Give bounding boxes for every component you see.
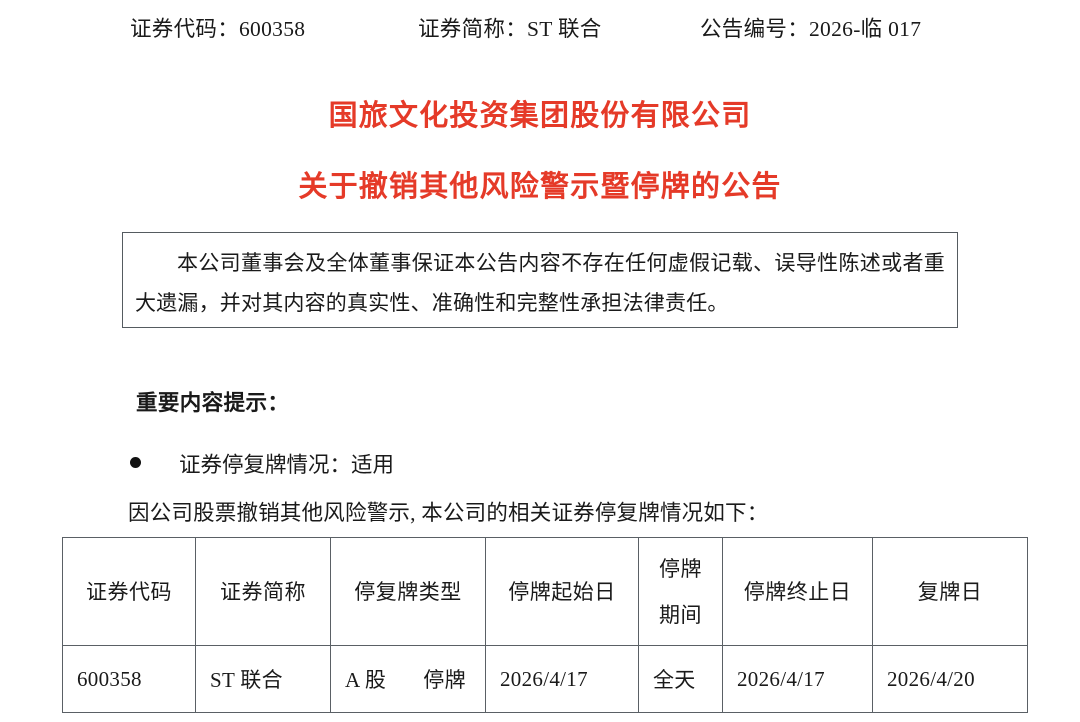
disclaimer-box: 本公司董事会及全体董事保证本公告内容不存在任何虚假记载、误导性陈述或者重大遗漏，… xyxy=(122,232,958,328)
cell-halt-type-market: A 股 xyxy=(345,668,387,692)
table-header-halt-period-line2: 期间 xyxy=(659,602,702,627)
halt-resume-table: 证券代码 证券简称 停复牌类型 停牌起始日 停牌 期间 停牌终止日 复牌日 60… xyxy=(62,537,1028,713)
table-header-halt-type: 停复牌类型 xyxy=(330,537,486,646)
table-row: 600358 ST 联合 A 股 停牌 2026/4/17 全天 2026/4/… xyxy=(62,645,1028,713)
cell-security-abbr: ST 联合 xyxy=(195,645,331,713)
table-header-security-code: 证券代码 xyxy=(62,537,196,646)
announcement-number-label: 公告编号：2026-临 017 xyxy=(700,16,922,41)
company-name-title: 国旅文化投资集团股份有限公司 xyxy=(328,98,752,132)
cell-security-code: 600358 xyxy=(62,645,196,713)
cell-resume-date: 2026/4/20 xyxy=(872,645,1028,713)
cell-halt-start-date: 2026/4/17 xyxy=(485,645,639,713)
cell-halt-period: 全天 xyxy=(638,645,723,713)
table-header-row: 证券代码 证券简称 停复牌类型 停牌起始日 停牌 期间 停牌终止日 复牌日 xyxy=(62,537,1028,646)
halt-status-label: 证券停复牌情况：适用 xyxy=(179,453,395,477)
table-header-security-abbr: 证券简称 xyxy=(195,537,331,646)
bullet-dot-icon xyxy=(130,457,141,468)
table-header-halt-end-date: 停牌终止日 xyxy=(722,537,873,646)
title-block: 国旅文化投资集团股份有限公司 关于撤销其他风险警示暨停牌的公告 xyxy=(0,95,1080,206)
cell-halt-type: A 股 停牌 xyxy=(330,645,486,713)
cell-halt-end-date: 2026/4/17 xyxy=(722,645,873,713)
table-header-resume-date: 复牌日 xyxy=(872,537,1028,646)
lead-paragraph: 因公司股票撤销其他风险警示, 本公司的相关证券停复牌情况如下： xyxy=(128,501,769,525)
table-header-halt-start-date: 停牌起始日 xyxy=(485,537,639,646)
document-header: 证券代码：600358 证券简称：ST 联合 公告编号：2026-临 017 xyxy=(130,10,990,44)
halt-status-bullet-row: 证券停复牌情况：适用 xyxy=(130,448,394,479)
important-notice-heading: 重要内容提示： xyxy=(136,391,290,416)
table-header-halt-period: 停牌 期间 xyxy=(638,537,723,646)
security-abbreviation-label: 证券简称：ST 联合 xyxy=(418,16,602,41)
cell-halt-type-action: 停牌 xyxy=(423,668,466,692)
disclaimer-text: 本公司董事会及全体董事保证本公告内容不存在任何虚假记载、误导性陈述或者重大遗漏，… xyxy=(135,251,945,315)
announcement-subject-title: 关于撤销其他风险警示暨停牌的公告 xyxy=(298,169,782,203)
table-header-halt-period-line1: 停牌 xyxy=(659,556,702,581)
security-code-label: 证券代码：600358 xyxy=(130,16,306,41)
